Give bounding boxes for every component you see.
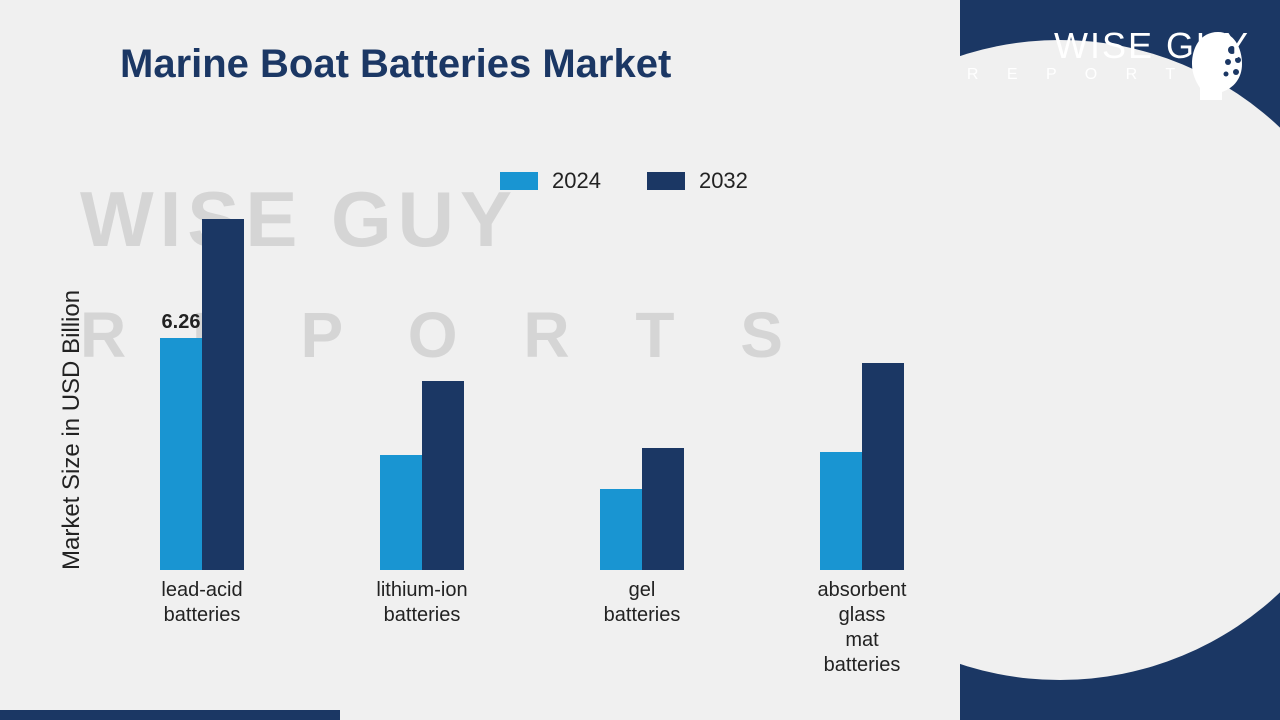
y-axis-label: Market Size in USD Billion <box>58 290 86 570</box>
bar <box>160 338 202 570</box>
legend-label-2024: 2024 <box>552 168 601 194</box>
brand-logo-text: WISE GUY R E P O R T S <box>967 28 1250 84</box>
x-axis-category-label: absorbentglassmatbatteries <box>782 578 942 678</box>
x-axis-category-label: lithium-ionbatteries <box>342 578 502 628</box>
bar <box>820 452 862 570</box>
plot: 6.26 <box>100 200 970 570</box>
brand-sub: R E P O R T S <box>967 66 1226 84</box>
x-axis-category-label: gelbatteries <box>562 578 722 628</box>
bottom-accent-bar <box>0 710 340 720</box>
x-axis-category-label: lead-acidbatteries <box>122 578 282 628</box>
chart-area: 6.26 <box>100 200 970 570</box>
bar <box>642 448 684 570</box>
legend-item-2024: 2024 <box>500 168 601 194</box>
bar <box>202 219 244 571</box>
bar <box>422 381 464 570</box>
legend-label-2032: 2032 <box>699 168 748 194</box>
legend-item-2032: 2032 <box>647 168 748 194</box>
bar-value-label: 6.26 <box>162 311 201 334</box>
bar <box>600 489 642 570</box>
legend-swatch-2024 <box>500 172 538 190</box>
bar <box>380 455 422 570</box>
legend-swatch-2032 <box>647 172 685 190</box>
bar <box>862 363 904 570</box>
chart-title: Marine Boat Batteries Market <box>120 42 671 87</box>
brand-main: WISE GUY <box>967 28 1250 64</box>
legend: 2024 2032 <box>500 168 748 194</box>
